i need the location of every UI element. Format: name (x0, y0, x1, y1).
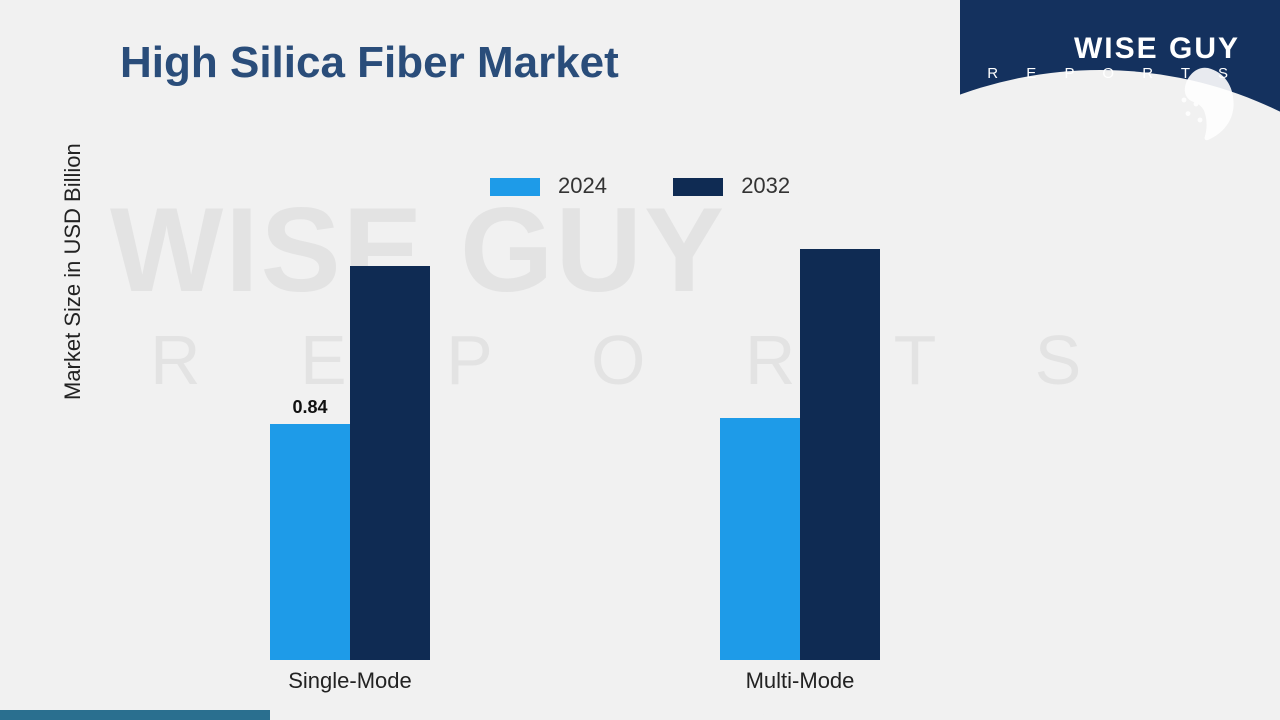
bar-2024-Single-Mode (270, 424, 350, 660)
legend: 2024 2032 (0, 172, 1280, 199)
bar-2032-Multi-Mode (800, 249, 880, 660)
bar-2024-Multi-Mode (720, 418, 800, 660)
legend-swatch-2032 (673, 178, 723, 196)
chart-title: High Silica Fiber Market (120, 38, 619, 88)
bar-2032-Single-Mode (350, 266, 430, 660)
brand-head-icon (1160, 64, 1240, 144)
footer-accent-bar (0, 710, 270, 720)
category-label-Single-Mode: Single-Mode (220, 668, 480, 694)
page: WISE GUY R E P O R T S High Silica Fiber… (0, 0, 1280, 720)
legend-label-2032: 2032 (741, 173, 790, 198)
bar-label-2024-Single-Mode: 0.84 (270, 397, 350, 418)
brand-block: WISE GUY R E P O R T S (987, 34, 1240, 81)
legend-item-2024: 2024 (490, 173, 607, 199)
brand-line1: WISE GUY (987, 34, 1240, 64)
category-label-Multi-Mode: Multi-Mode (670, 668, 930, 694)
plot-area: 0.84Single-ModeMulti-Mode (100, 210, 1000, 660)
legend-item-2032: 2032 (673, 173, 790, 199)
legend-swatch-2024 (490, 178, 540, 196)
y-axis-label: Market Size in USD Billion (60, 143, 86, 400)
legend-label-2024: 2024 (558, 173, 607, 198)
